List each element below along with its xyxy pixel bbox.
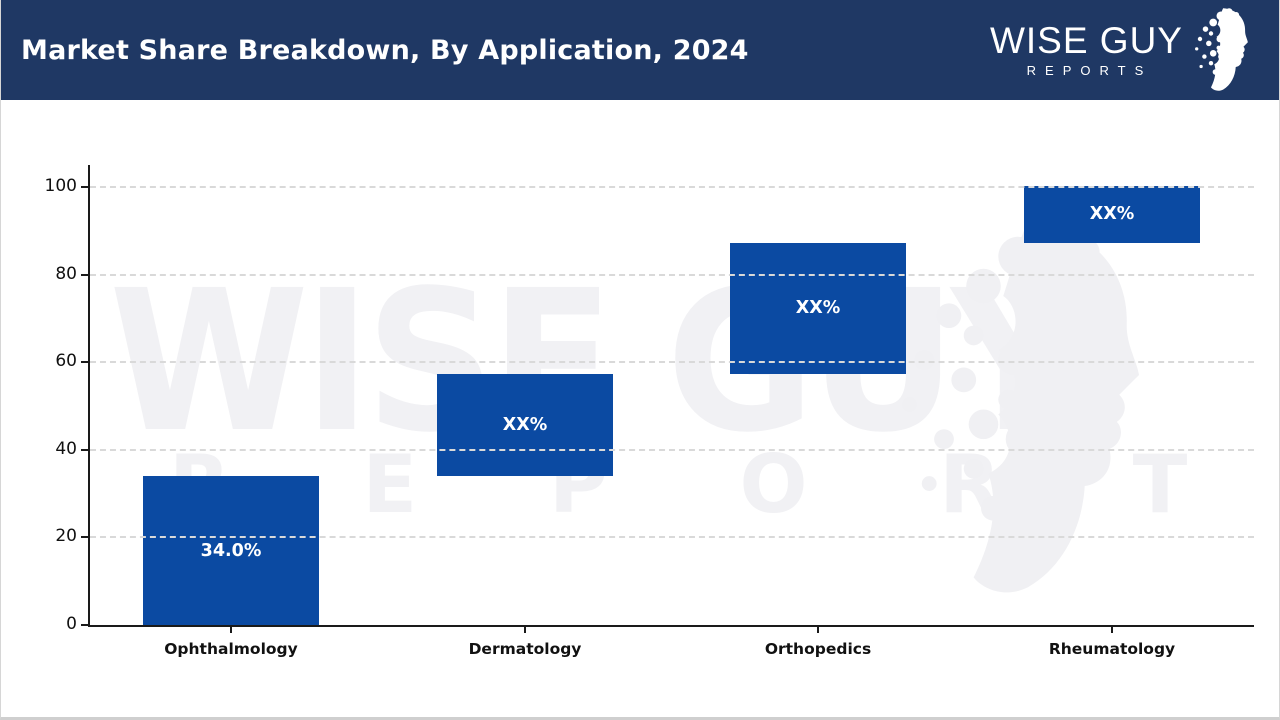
x-category-label: Ophthalmology <box>164 640 298 658</box>
x-tick-mark <box>230 627 232 633</box>
logo: WISE GUY REPORTS <box>990 6 1265 94</box>
x-category-label: Dermatology <box>468 640 582 658</box>
bar-value-label: XX% <box>795 298 841 319</box>
bar-value-label: XX% <box>1089 204 1135 225</box>
y-tick-mark <box>81 273 88 276</box>
x-tick-mark <box>524 627 526 633</box>
bar: XX% <box>437 373 613 477</box>
logo-head-icon <box>1195 8 1248 91</box>
x-category-label: Orthopedics <box>764 640 872 658</box>
x-tick-mark <box>1111 627 1113 633</box>
y-tick-label: 60 <box>55 351 77 372</box>
x-axis-line <box>88 625 1254 627</box>
bar-value-label: 34.0% <box>200 540 262 561</box>
y-axis-line <box>88 165 90 627</box>
y-tick-mark <box>81 536 88 539</box>
page-title: Market Share Breakdown, By Application, … <box>21 34 749 66</box>
gridline <box>90 448 1254 451</box>
logo-wordmark-line1: WISE GUY <box>989 20 1183 61</box>
bar: 34.0% <box>143 476 319 625</box>
y-tick-mark <box>81 361 88 364</box>
x-tick-mark <box>817 627 819 633</box>
x-category-label: Rheumatology <box>1048 640 1176 658</box>
logo-wordmark: WISE GUY REPORTS <box>990 22 1183 78</box>
bar: XX% <box>1024 185 1200 244</box>
gridline <box>90 536 1254 539</box>
logo-wordmark-line2: REPORTS <box>1026 63 1153 78</box>
header: Market Share Breakdown, By Application, … <box>1 0 1279 100</box>
y-tick-label: 0 <box>66 614 77 634</box>
y-tick-label: 80 <box>55 263 77 284</box>
watermark-head-icon <box>902 221 1140 593</box>
y-tick-label: 40 <box>55 438 77 459</box>
bar-value-label: XX% <box>502 414 548 435</box>
gridline <box>90 273 1254 276</box>
y-tick-label: 20 <box>55 526 77 547</box>
y-tick-mark <box>81 448 88 451</box>
y-tick-label: 100 <box>44 176 77 196</box>
y-tick-mark <box>81 624 88 626</box>
bar: XX% <box>730 243 906 374</box>
y-tick-mark <box>81 186 88 188</box>
gridline <box>90 361 1254 364</box>
gridline <box>90 186 1254 188</box>
